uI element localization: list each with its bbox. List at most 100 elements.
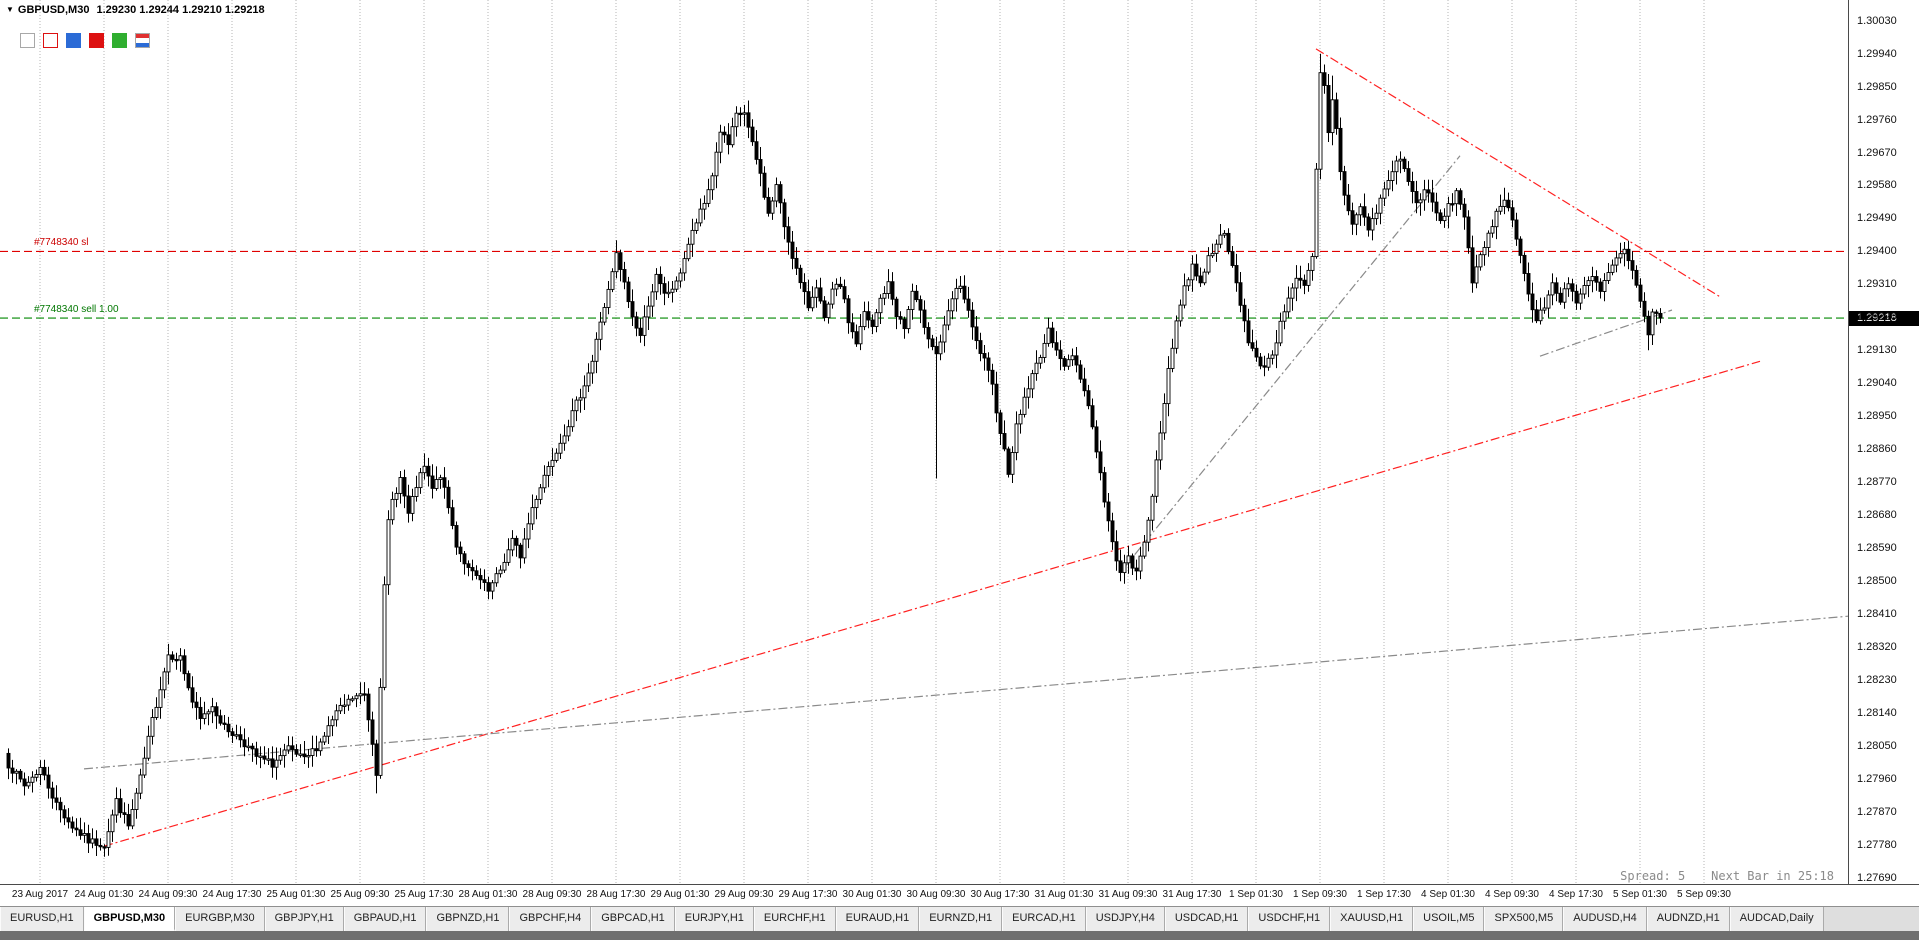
price-tick-label: 1.29760 bbox=[1857, 114, 1897, 126]
time-tick-label: 24 Aug 09:30 bbox=[138, 889, 198, 900]
price-tick-label: 1.29850 bbox=[1857, 81, 1897, 93]
tab-eurcad-h1[interactable]: EURCAD,H1 bbox=[1002, 907, 1086, 931]
tab-gbpnzd-h1[interactable]: GBPNZD,H1 bbox=[426, 907, 510, 931]
swatch-flag[interactable] bbox=[135, 33, 150, 48]
time-tick-label: 24 Aug 17:30 bbox=[202, 889, 262, 900]
price-tick-label: 1.29040 bbox=[1857, 377, 1897, 389]
candlestick-chart[interactable] bbox=[0, 0, 1848, 884]
tab-eurnzd-h1[interactable]: EURNZD,H1 bbox=[919, 907, 1003, 931]
price-tick-label: 1.27780 bbox=[1857, 839, 1897, 851]
tab-eurchf-h1[interactable]: EURCHF,H1 bbox=[753, 907, 836, 931]
time-tick-label: 4 Sep 17:30 bbox=[1549, 889, 1603, 900]
tab-gbpchf-h4[interactable]: GBPCHF,H4 bbox=[509, 907, 592, 931]
chart-ohlc-values: 1.29230 1.29244 1.29210 1.29218 bbox=[96, 4, 265, 16]
price-tick-label: 1.27690 bbox=[1857, 872, 1897, 884]
price-tick-label: 1.28050 bbox=[1857, 740, 1897, 752]
tab-usoil-m5[interactable]: USOIL,M5 bbox=[1413, 907, 1485, 931]
tab-eurgbp-m30[interactable]: EURGBP,M30 bbox=[175, 907, 265, 931]
time-tick-label: 24 Aug 01:30 bbox=[74, 889, 134, 900]
sell-order-line-label: #7748340 sell 1.00 bbox=[34, 304, 119, 315]
current-price-badge: 1.29218 bbox=[1849, 311, 1919, 326]
price-tick-label: 1.29310 bbox=[1857, 278, 1897, 290]
window-bottom-edge bbox=[0, 931, 1919, 940]
time-tick-label: 30 Aug 09:30 bbox=[906, 889, 966, 900]
time-axis[interactable]: 23 Aug 2017 24 Aug 01:30 24 Aug 09:30 24 Au… bbox=[0, 885, 1919, 906]
time-tick-label: 5 Sep 09:30 bbox=[1677, 889, 1731, 900]
tab-eurusd-h1[interactable]: EURUSD,H1 bbox=[0, 907, 84, 931]
steep-rising-gray bbox=[1123, 155, 1461, 569]
flag-stripe bbox=[136, 42, 149, 47]
candles bbox=[6, 53, 1663, 857]
time-tick-label: 1 Sep 17:30 bbox=[1357, 889, 1411, 900]
time-tick-label: 28 Aug 17:30 bbox=[586, 889, 646, 900]
status-text: Spread: 5 Next Bar in 25:18 bbox=[1620, 869, 1834, 883]
flag-stripe bbox=[136, 34, 149, 39]
spread-value: Spread: 5 bbox=[1620, 869, 1686, 883]
time-tick-label: 28 Aug 09:30 bbox=[522, 889, 582, 900]
stop-loss-line-label: #7748340 sl bbox=[34, 237, 89, 248]
tab-gbpaud-h1[interactable]: GBPAUD,H1 bbox=[343, 907, 427, 931]
time-tick-label: 29 Aug 01:30 bbox=[650, 889, 710, 900]
chart-symbol-period: GBPUSD,M30 bbox=[17, 4, 90, 16]
next-bar-countdown: Next Bar in 25:18 bbox=[1711, 869, 1834, 883]
flag-stripe bbox=[136, 38, 149, 43]
time-tick-label: 30 Aug 17:30 bbox=[970, 889, 1030, 900]
price-tick-label: 1.29130 bbox=[1857, 344, 1897, 356]
time-tick-label: 1 Sep 09:30 bbox=[1293, 889, 1347, 900]
price-tick-label: 1.28410 bbox=[1857, 608, 1897, 620]
time-tick-label: 31 Aug 17:30 bbox=[1162, 889, 1222, 900]
price-tick-label: 1.29940 bbox=[1857, 48, 1897, 60]
price-tick-label: 1.28230 bbox=[1857, 674, 1897, 686]
long-rising-gray bbox=[83, 615, 1848, 770]
time-tick-label: 29 Aug 09:30 bbox=[714, 889, 774, 900]
time-tick-label: 1 Sep 01:30 bbox=[1229, 889, 1283, 900]
price-tick-label: 1.28500 bbox=[1857, 575, 1897, 587]
tab-audnzd-h1[interactable]: AUDNZD,H1 bbox=[1646, 907, 1730, 931]
chart-canvas[interactable]: ▼ GBPUSD,M30 1.29230 1.29244 1.29210 1.292… bbox=[0, 0, 1848, 884]
tab-spx500-m5[interactable]: SPX500,M5 bbox=[1484, 907, 1564, 931]
tab-euraud-h1[interactable]: EURAUD,H1 bbox=[835, 907, 920, 931]
color-swatch-toolbar bbox=[20, 33, 150, 48]
tab-gbpusd-m30[interactable]: GBPUSD,M30 bbox=[83, 907, 176, 931]
price-tick-label: 1.28320 bbox=[1857, 641, 1897, 653]
chart-tab-bar: EURUSD,H1 GBPUSD,M30 EURGBP,M30 GBPJPY,H1 GB… bbox=[0, 906, 1919, 931]
time-tick-label: 30 Aug 01:30 bbox=[842, 889, 902, 900]
price-tick-label: 1.28950 bbox=[1857, 410, 1897, 422]
time-tick-label: 25 Aug 09:30 bbox=[330, 889, 390, 900]
symbol-marker-icon: ▼ bbox=[6, 5, 14, 14]
time-tick-label: 28 Aug 01:30 bbox=[458, 889, 518, 900]
tab-usdjpy-h4[interactable]: USDJPY,H4 bbox=[1085, 907, 1165, 931]
tab-xauusd-h1[interactable]: XAUUSD,H1 bbox=[1330, 907, 1414, 931]
tab-eurjpy-h1[interactable]: EURJPY,H1 bbox=[674, 907, 754, 931]
tab-gbpjpy-h1[interactable]: GBPJPY,H1 bbox=[264, 907, 344, 931]
tab-gbpcad-h1[interactable]: GBPCAD,H1 bbox=[591, 907, 675, 931]
rising-support-red bbox=[103, 360, 1761, 847]
tab-usdchf-h1[interactable]: USDCHF,H1 bbox=[1248, 907, 1331, 931]
price-tick-label: 1.28680 bbox=[1857, 509, 1897, 521]
time-tick-label: 23 Aug 2017 bbox=[11, 889, 69, 900]
price-tick-label: 1.29490 bbox=[1857, 212, 1897, 224]
axis-separator-horizontal bbox=[0, 884, 1919, 885]
tab-audusd-h4[interactable]: AUDUSD,H4 bbox=[1563, 907, 1647, 931]
time-tick-label: 29 Aug 17:30 bbox=[778, 889, 838, 900]
price-tick-label: 1.27960 bbox=[1857, 773, 1897, 785]
tab-audcad-daily[interactable]: AUDCAD,Daily bbox=[1729, 907, 1824, 931]
swatch-red-outline[interactable] bbox=[43, 33, 58, 48]
price-axis[interactable]: 1.29218 1.30030 1.29940 1.29850 1.29760 1.29… bbox=[1849, 0, 1919, 884]
swatch-green[interactable] bbox=[112, 33, 127, 48]
time-tick-label: 25 Aug 01:30 bbox=[266, 889, 326, 900]
time-tick-label: 25 Aug 17:30 bbox=[394, 889, 454, 900]
tab-usdcad-h1[interactable]: USDCAD,H1 bbox=[1164, 907, 1249, 931]
time-tick-label: 4 Sep 01:30 bbox=[1421, 889, 1475, 900]
swatch-empty[interactable] bbox=[20, 33, 35, 48]
price-tick-label: 1.28590 bbox=[1857, 542, 1897, 554]
axis-separator-vertical bbox=[1848, 0, 1849, 885]
falling-resistance-red bbox=[1315, 48, 1721, 298]
swatch-blue[interactable] bbox=[66, 33, 81, 48]
time-tick-label: 5 Sep 01:30 bbox=[1613, 889, 1667, 900]
tab-bar-filler bbox=[1823, 907, 1919, 931]
price-tick-label: 1.28140 bbox=[1857, 707, 1897, 719]
trendlines[interactable] bbox=[83, 48, 1848, 847]
swatch-red[interactable] bbox=[89, 33, 104, 48]
